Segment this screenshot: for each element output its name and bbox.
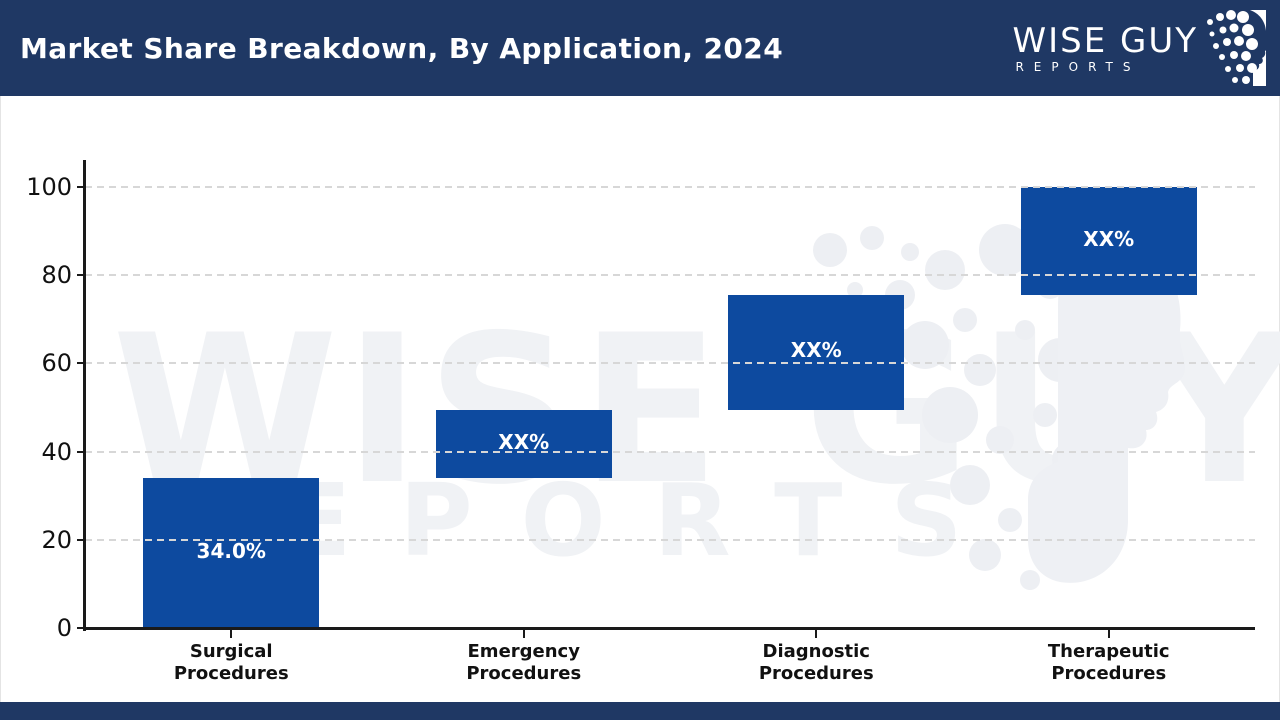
y-axis-tick bbox=[77, 362, 85, 365]
bar-value-label: 34.0% bbox=[196, 539, 266, 564]
x-axis-line bbox=[83, 627, 1255, 630]
gridline bbox=[85, 186, 1255, 188]
x-axis-category-label: Diagnostic Procedures bbox=[758, 641, 874, 684]
y-axis-tick-label: 80 bbox=[41, 261, 72, 290]
logo-wordmark: WISE GUY bbox=[1012, 20, 1198, 61]
y-axis-tick-label: 20 bbox=[41, 525, 72, 554]
gridline bbox=[85, 362, 1255, 365]
bar-therapeutic-procedures bbox=[1020, 187, 1197, 296]
bar-value-label: XX% bbox=[498, 429, 550, 454]
logo: WISE GUY REPORTS bbox=[1012, 8, 1266, 88]
x-axis-category-label: Surgical Procedures bbox=[173, 641, 289, 684]
header: Market Share Breakdown, By Application, … bbox=[0, 0, 1280, 96]
gridline bbox=[85, 538, 1255, 541]
y-axis-tick bbox=[77, 450, 85, 453]
y-axis-line bbox=[83, 160, 86, 631]
logo-subtext: REPORTS bbox=[1015, 59, 1141, 74]
y-axis-tick bbox=[77, 274, 85, 277]
y-axis-tick-label: 100 bbox=[26, 173, 72, 201]
page-title: Market Share Breakdown, By Application, … bbox=[20, 31, 784, 65]
y-axis-tick-label: 60 bbox=[41, 349, 72, 378]
bar-diagnostic-procedures bbox=[728, 295, 905, 410]
y-axis-tick bbox=[77, 627, 85, 629]
footer-bar bbox=[0, 702, 1280, 720]
x-axis-tick bbox=[230, 630, 233, 638]
gridline bbox=[85, 274, 1255, 277]
logo-text: WISE GUY REPORTS bbox=[1012, 23, 1198, 74]
gridline bbox=[85, 450, 1255, 453]
x-axis-category-label: Emergency Procedures bbox=[466, 641, 582, 684]
bar-surgical-procedures bbox=[143, 478, 320, 628]
watermark-head-dots-icon bbox=[813, 220, 1185, 590]
x-axis-tick bbox=[1107, 630, 1110, 638]
bar-value-label: XX% bbox=[790, 338, 842, 363]
y-axis-tick-label: 40 bbox=[41, 437, 72, 466]
y-axis-tick-label: 0 bbox=[56, 614, 72, 642]
x-axis-tick bbox=[815, 630, 818, 638]
y-axis-tick bbox=[77, 538, 85, 541]
x-axis-category-label: Therapeutic Procedures bbox=[1047, 641, 1170, 684]
bar-value-label: XX% bbox=[1083, 227, 1135, 252]
x-axis-tick bbox=[522, 630, 525, 638]
bar-emergency-procedures bbox=[435, 409, 612, 479]
logo-face-icon bbox=[1207, 10, 1266, 86]
y-axis-tick bbox=[77, 186, 85, 188]
